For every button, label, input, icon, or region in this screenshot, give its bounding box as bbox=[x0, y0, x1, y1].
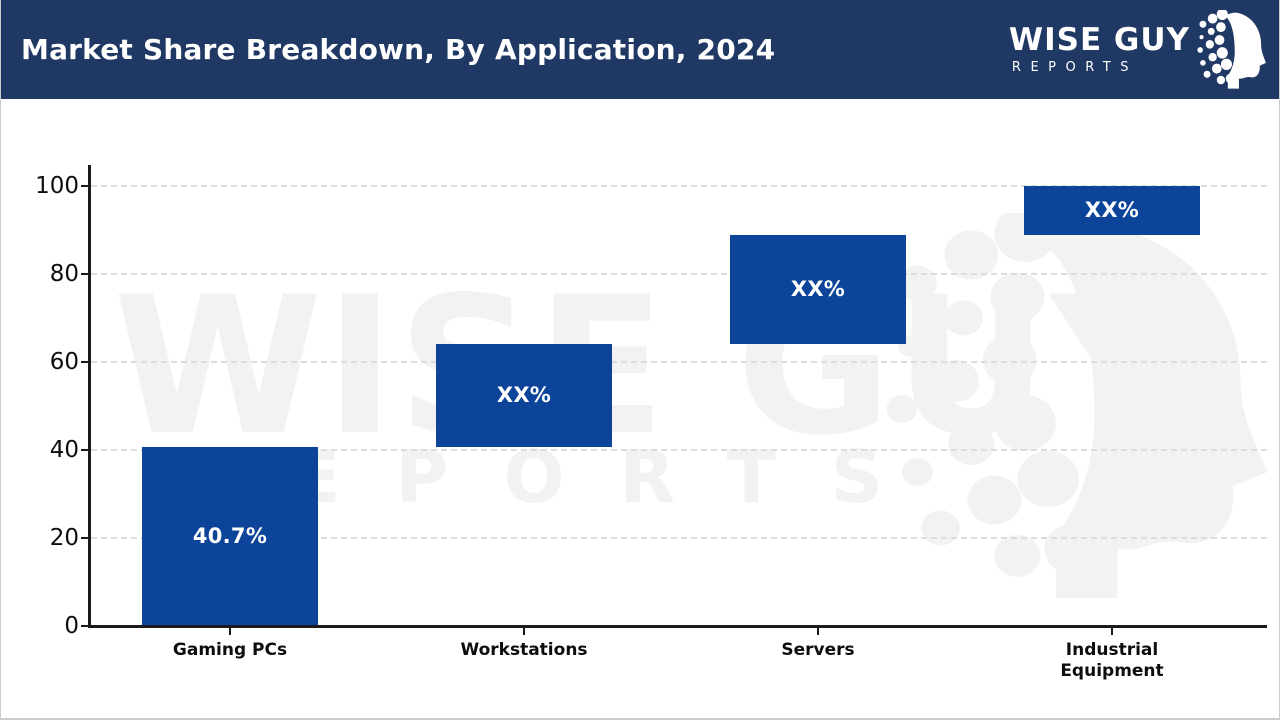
x-tick-mark bbox=[523, 627, 525, 635]
gridline bbox=[91, 361, 1267, 363]
bar-segment bbox=[142, 446, 318, 626]
bar-segment bbox=[1024, 186, 1200, 235]
bar-segment bbox=[436, 343, 612, 447]
x-tick-mark bbox=[229, 627, 231, 635]
y-tick-label: 80 bbox=[49, 261, 79, 287]
watermark-head-dots-icon bbox=[886, 213, 1268, 599]
y-tick-label: 60 bbox=[49, 349, 79, 375]
y-tick-mark bbox=[81, 361, 90, 363]
bar-value-label: 40.7% bbox=[192, 524, 268, 549]
logo-reports-text: REPORTS bbox=[1011, 60, 1139, 75]
gridline bbox=[91, 537, 1267, 539]
x-tick-mark bbox=[1111, 627, 1113, 635]
brand-logo: WISE GUY REPORTS bbox=[1008, 9, 1279, 90]
bar-value-label: XX% bbox=[1084, 198, 1140, 223]
y-tick-mark bbox=[81, 449, 90, 451]
y-tick-label: 100 bbox=[35, 173, 79, 199]
category-label: Gaming PCs bbox=[172, 640, 288, 660]
category-label: Workstations bbox=[460, 640, 588, 660]
gridline bbox=[91, 185, 1267, 187]
y-tick-mark bbox=[81, 273, 90, 275]
bar-value-label: XX% bbox=[496, 383, 552, 408]
page-title: Market Share Breakdown, By Application, … bbox=[21, 33, 776, 66]
gridline bbox=[91, 273, 1267, 275]
category-label: Industrial Equipment bbox=[1060, 640, 1164, 681]
x-axis bbox=[88, 625, 1267, 628]
y-tick-label: 0 bbox=[64, 613, 79, 639]
logo-head-dots-icon bbox=[1197, 9, 1266, 89]
y-tick-mark bbox=[81, 537, 90, 539]
gridline bbox=[91, 449, 1267, 451]
category-label: Servers bbox=[781, 640, 855, 660]
x-tick-mark bbox=[817, 627, 819, 635]
brand-logo-text: WISE GUY REPORTS bbox=[1008, 22, 1190, 75]
logo-wordmark: WISE GUY bbox=[1008, 22, 1190, 58]
bar-value-label: XX% bbox=[790, 277, 846, 302]
header: Market Share Breakdown, By Application, … bbox=[1, 0, 1279, 99]
y-axis bbox=[88, 165, 91, 628]
bar-segment bbox=[730, 234, 906, 344]
y-tick-label: 40 bbox=[49, 437, 79, 463]
y-tick-label: 20 bbox=[49, 525, 79, 551]
y-tick-mark bbox=[81, 185, 90, 187]
y-tick-mark bbox=[81, 625, 90, 627]
